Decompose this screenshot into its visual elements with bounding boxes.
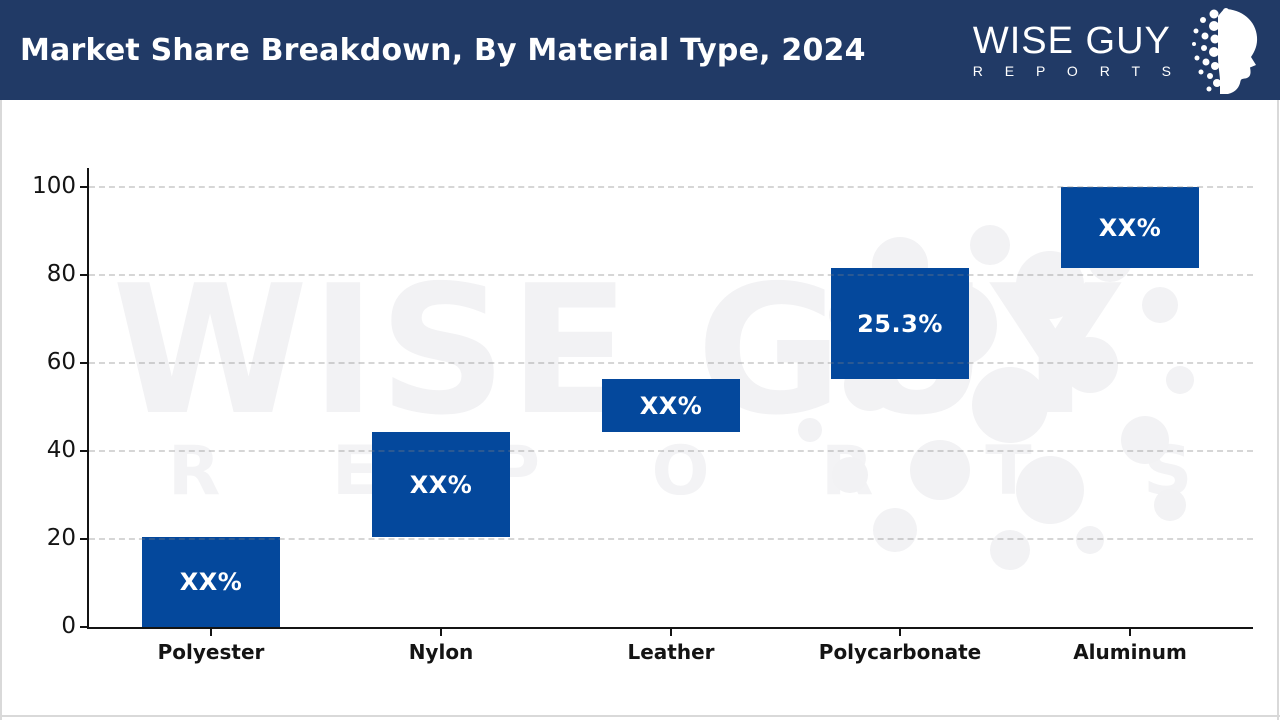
y-tick-mark (80, 274, 87, 276)
bar-value-label: XX% (409, 470, 473, 499)
header: Market Share Breakdown, By Material Type… (0, 0, 1280, 100)
y-tick-mark (80, 450, 87, 452)
x-category-label: Aluminum (1073, 640, 1187, 664)
y-tick-label: 40 (46, 437, 76, 463)
grid-line (89, 186, 1253, 188)
y-tick-mark (80, 538, 87, 540)
page-title: Market Share Breakdown, By Material Type… (20, 32, 866, 68)
logo-primary-text: WISE GUY (972, 19, 1171, 62)
bar: XX% (372, 432, 510, 537)
wiseguy-logo-text: WISE GUY R E P O R T S (964, 22, 1180, 79)
y-tick-label: 20 (46, 525, 76, 551)
x-category-label: Leather (627, 640, 715, 664)
wiseguy-logo-face-icon (1192, 8, 1258, 94)
bar-value-label: XX% (1098, 213, 1162, 242)
y-tick-label: 80 (46, 261, 76, 287)
y-tick-label: 100 (32, 173, 76, 199)
grid-line (89, 538, 1253, 540)
grid-line (89, 450, 1253, 452)
grid-line (89, 362, 1253, 364)
frame-left-edge (0, 100, 2, 720)
y-tick-label: 60 (46, 349, 76, 375)
bar-value-label: XX% (179, 568, 243, 596)
x-category-label: Polycarbonate (818, 640, 982, 664)
bar: XX% (1061, 187, 1199, 268)
x-tick-mark (440, 629, 442, 636)
frame-bottom-edge (0, 715, 1280, 717)
y-tick-mark (80, 626, 87, 628)
x-tick-mark (899, 629, 901, 636)
bar: XX% (602, 379, 740, 432)
y-tick-label: 0 (61, 613, 76, 639)
bar-value-label: 25.3% (857, 309, 943, 338)
y-axis-line (87, 168, 89, 629)
x-category-label: Nylon (408, 640, 474, 664)
x-tick-mark (670, 629, 672, 636)
grid-line (89, 274, 1253, 276)
frame-right-edge (1277, 100, 1279, 720)
logo-secondary-text: R E P O R T S (972, 62, 1180, 79)
x-tick-mark (210, 629, 212, 636)
y-tick-mark (80, 186, 87, 188)
bar-value-label: XX% (639, 391, 703, 420)
x-axis-line (87, 627, 1253, 629)
y-tick-mark (80, 362, 87, 364)
x-tick-mark (1129, 629, 1131, 636)
x-category-label: Polyester (157, 640, 265, 664)
wiseguy-logo: WISE GUY R E P O R T S (964, 6, 1262, 94)
bar: XX% (142, 537, 280, 627)
